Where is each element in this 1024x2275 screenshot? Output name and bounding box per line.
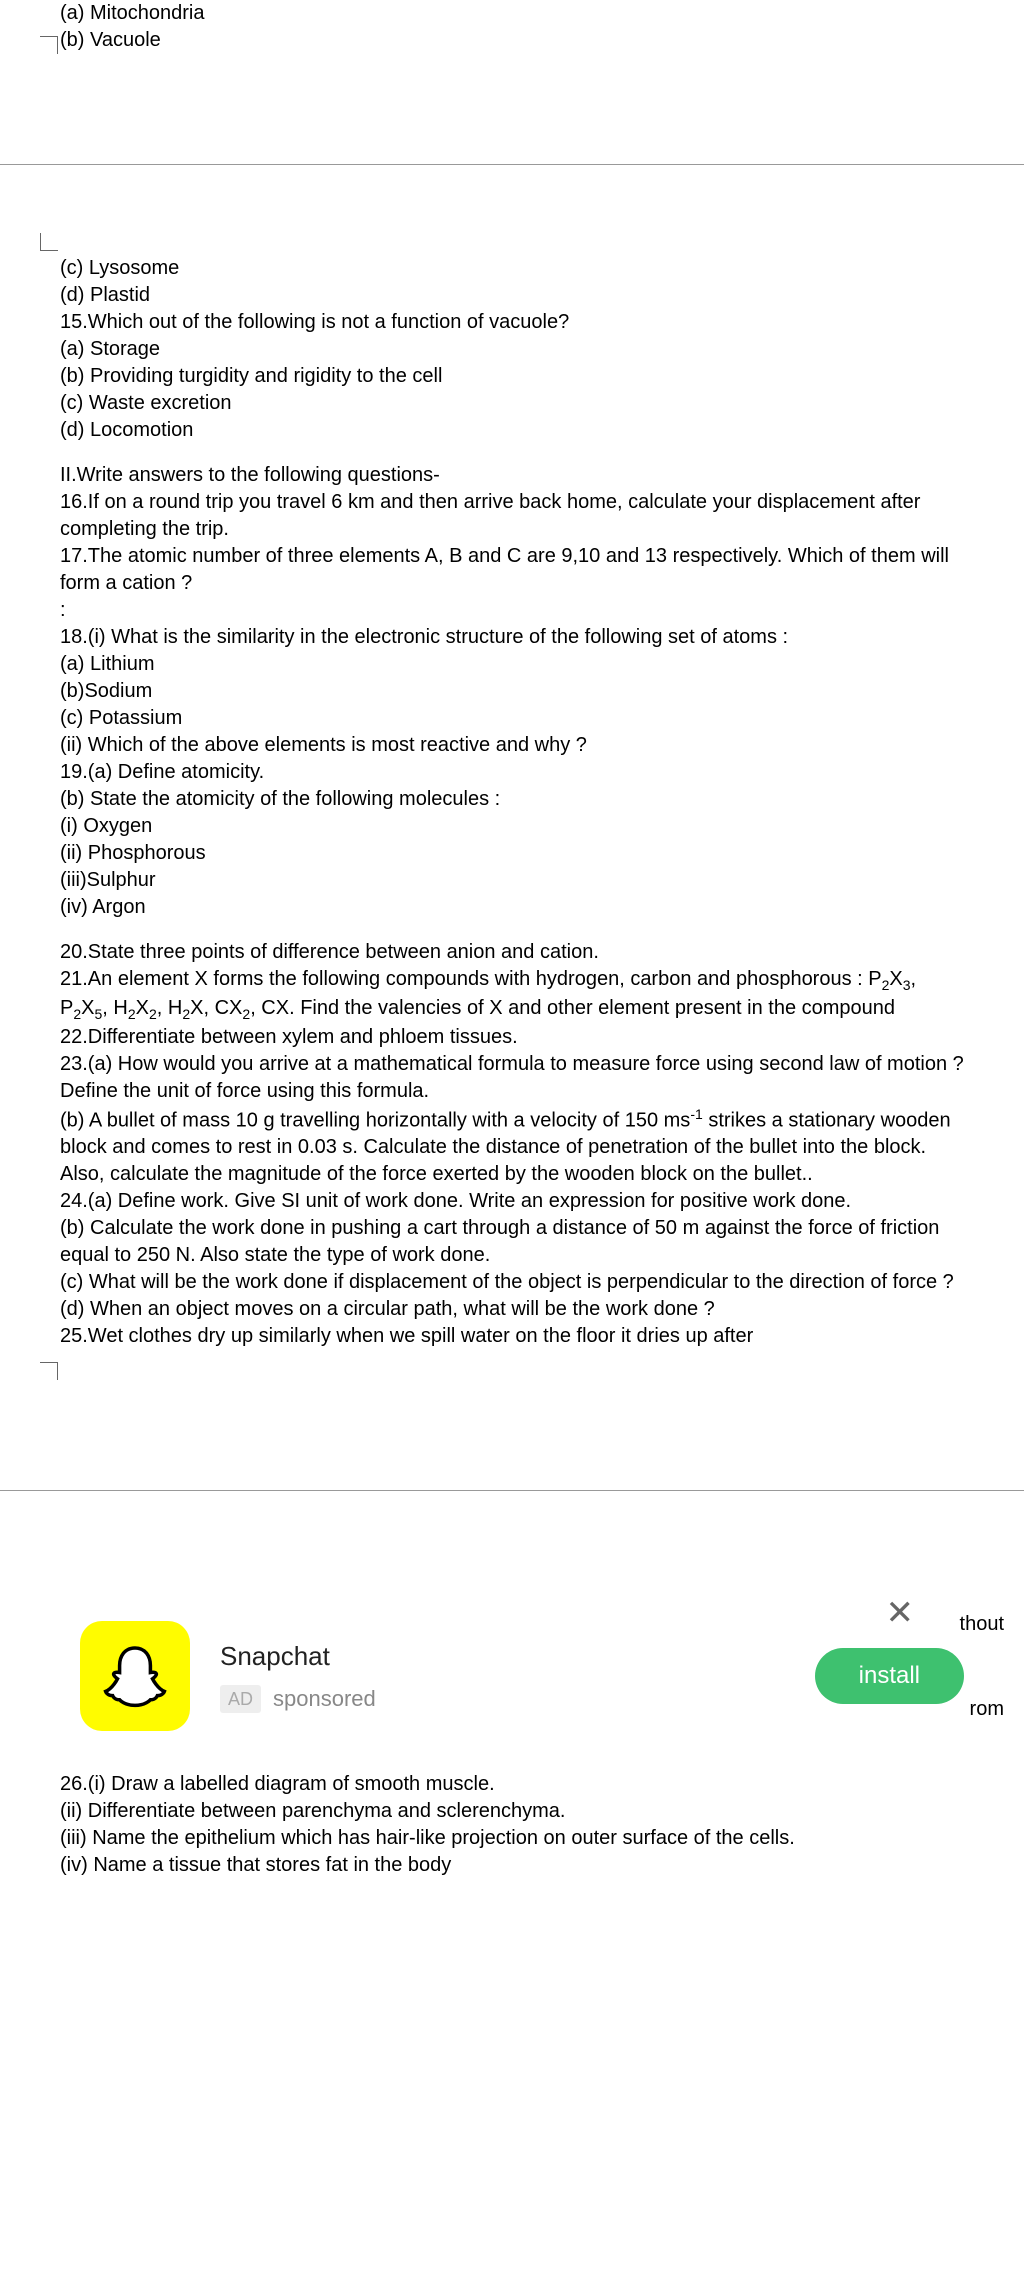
question-17: 17.The atomic number of three elements A… [60,543,964,597]
question-24-d: (d) When an object moves on a circular p… [60,1296,964,1323]
question-24-a: 24.(a) Define work. Give SI unit of work… [60,1188,964,1215]
option-d-plastid: (d) Plastid [60,282,964,309]
ad-title: Snapchat [220,1639,815,1674]
top-fragment: (a) Mitochondria (b) Vacuole [0,0,1024,54]
question-20: 20.State three points of difference betw… [60,939,964,966]
question-15-option-d: (d) Locomotion [60,417,964,444]
snapchat-app-icon[interactable] [80,1621,190,1731]
side-text-fragment: rom [970,1696,1004,1723]
question-24-c: (c) What will be the work done if displa… [60,1269,964,1296]
question-18-ii: (ii) Which of the above elements is most… [60,732,964,759]
question-19-a: 19.(a) Define atomicity. [60,759,964,786]
question-15: 15.Which out of the following is not a f… [60,309,964,336]
page-corner-mark-icon [40,233,58,251]
ad-sponsored-label: sponsored [273,1684,376,1714]
option-b-vacuole: (b) Vacuole [60,27,964,54]
question-19-iii: (iii)Sulphur [60,867,964,894]
question-18-c: (c) Potassium [60,705,964,732]
colon-line: : [60,597,964,624]
question-24-b: (b) Calculate the work done in pushing a… [60,1215,964,1269]
question-23-a: 23.(a) How would you arrive at a mathema… [60,1051,964,1105]
question-19-b: (b) State the atomicity of the following… [60,786,964,813]
question-26-iii: (iii) Name the epithelium which has hair… [60,1825,964,1852]
option-c-lysosome: (c) Lysosome [60,255,964,282]
question-section-main: (c) Lysosome (d) Plastid 15.Which out of… [0,255,1024,1350]
close-icon[interactable]: ✕ [886,1591,915,1637]
question-26-i: 26.(i) Draw a labelled diagram of smooth… [60,1771,964,1798]
question-26-iv: (iv) Name a tissue that stores fat in th… [60,1852,964,1879]
question-15-option-a: (a) Storage [60,336,964,363]
page-corner-mark-icon [40,36,58,54]
page-corner-mark-icon [40,1362,58,1380]
question-19-i: (i) Oxygen [60,813,964,840]
question-23-b: (b) A bullet of mass 10 g travelling hor… [60,1105,964,1189]
question-21: 21.An element X forms the following comp… [60,966,964,1024]
snapchat-ghost-icon [100,1641,170,1711]
question-18-a: (a) Lithium [60,651,964,678]
question-15-option-b: (b) Providing turgidity and rigidity to … [60,363,964,390]
question-22: 22.Differentiate between xylem and phloe… [60,1024,964,1051]
side-text-fragment: thout [960,1611,1004,1638]
ad-badge: AD [220,1685,261,1713]
question-19-ii: (ii) Phosphorous [60,840,964,867]
ad-banner: ✕ thout rom Snapchat AD sponsored instal… [0,1601,1024,1751]
question-26-ii: (ii) Differentiate between parenchyma an… [60,1798,964,1825]
section-heading-2: II.Write answers to the following questi… [60,462,964,489]
question-25: 25.Wet clothes dry up similarly when we … [60,1323,964,1350]
question-section-bottom: 26.(i) Draw a labelled diagram of smooth… [0,1771,1024,1879]
question-18-b: (b)Sodium [60,678,964,705]
install-button[interactable]: install [815,1648,964,1704]
question-19-iv: (iv) Argon [60,894,964,921]
option-a-mitochondria: (a) Mitochondria [60,0,964,27]
question-15-option-c: (c) Waste excretion [60,390,964,417]
question-18-i: 18.(i) What is the similarity in the ele… [60,624,964,651]
question-16: 16.If on a round trip you travel 6 km an… [60,489,964,543]
ad-text-block: Snapchat AD sponsored [190,1639,815,1714]
